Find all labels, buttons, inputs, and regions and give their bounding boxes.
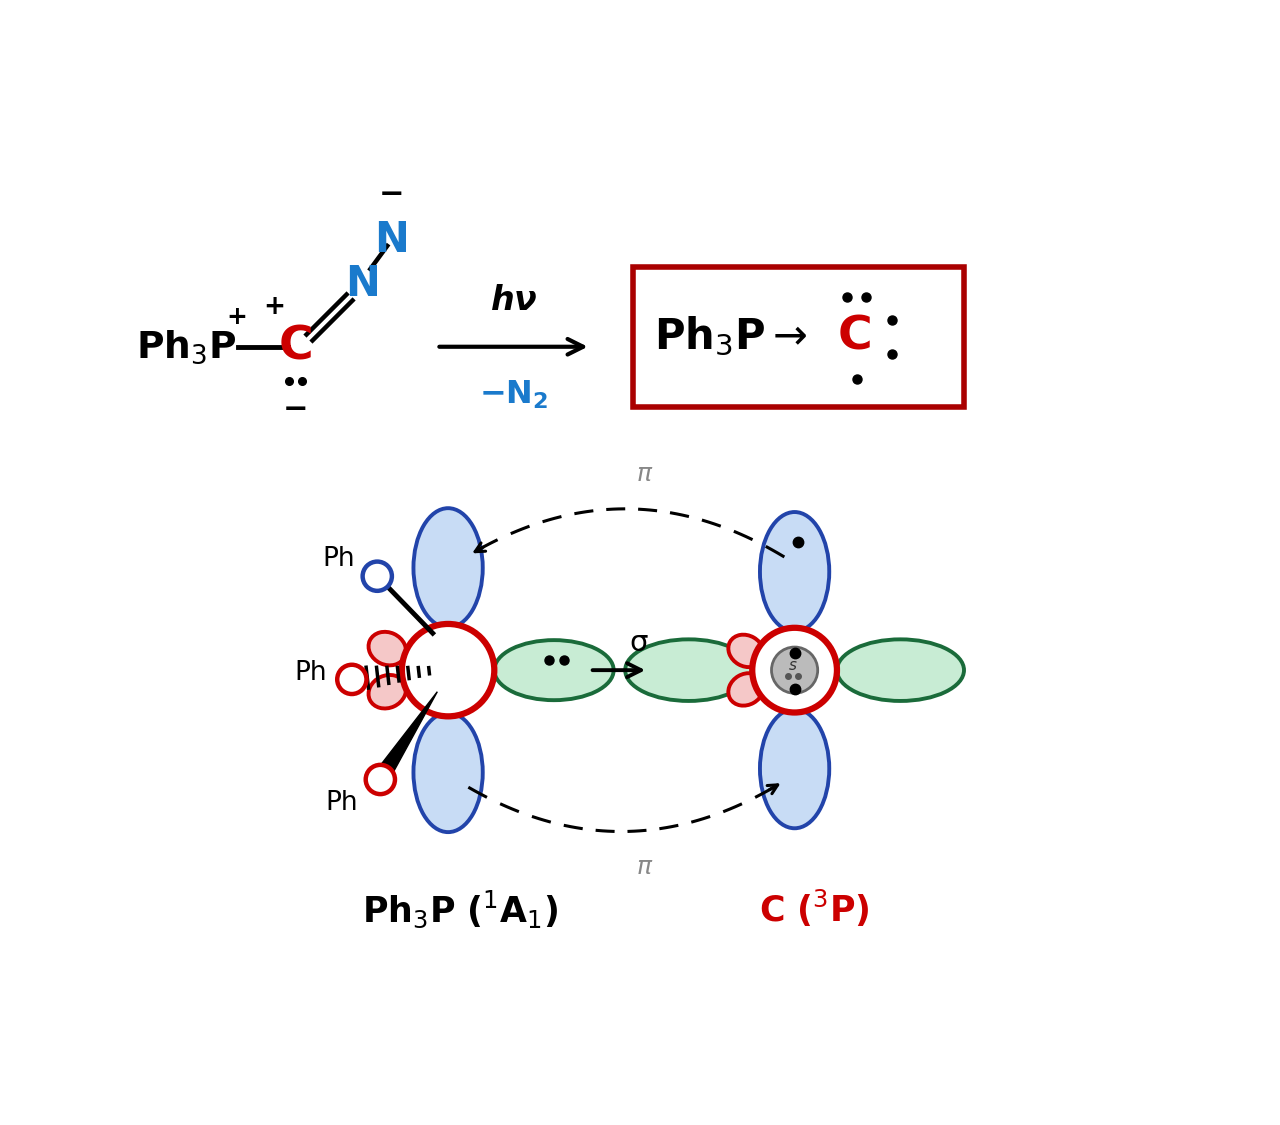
Text: −: −: [379, 180, 404, 209]
Text: σ: σ: [628, 629, 648, 657]
Text: N: N: [346, 263, 380, 305]
Circle shape: [772, 647, 818, 693]
Text: +: +: [264, 294, 285, 319]
Ellipse shape: [369, 632, 406, 665]
Text: $\boldsymbol{h\nu}$: $\boldsymbol{h\nu}$: [490, 285, 538, 317]
Polygon shape: [374, 692, 438, 773]
Text: −: −: [283, 395, 308, 424]
Text: +: +: [227, 306, 247, 330]
Text: Ph$_3$P ($^1$A$_1$): Ph$_3$P ($^1$A$_1$): [362, 888, 558, 929]
Text: C: C: [278, 324, 314, 369]
Text: s: s: [788, 658, 797, 673]
Ellipse shape: [625, 639, 753, 701]
Ellipse shape: [413, 713, 483, 832]
Ellipse shape: [760, 512, 829, 631]
Circle shape: [337, 665, 366, 694]
Ellipse shape: [413, 508, 483, 628]
Text: Ph: Ph: [325, 790, 358, 816]
Text: Ph$_3$P: Ph$_3$P: [136, 328, 237, 366]
Text: N: N: [374, 219, 408, 261]
Text: C: C: [837, 314, 872, 359]
Text: π: π: [637, 461, 652, 486]
Circle shape: [753, 628, 837, 712]
Ellipse shape: [369, 675, 406, 709]
Text: Ph: Ph: [323, 547, 355, 573]
Bar: [632, 267, 964, 407]
Text: $\mathbf{-N_2}$: $\mathbf{-N_2}$: [479, 379, 548, 412]
Circle shape: [402, 624, 494, 717]
Circle shape: [362, 561, 392, 591]
Text: Ph: Ph: [294, 660, 328, 686]
Ellipse shape: [728, 634, 764, 667]
Text: π: π: [637, 855, 652, 879]
Text: Ph$_3$P$\rightarrow$: Ph$_3$P$\rightarrow$: [654, 315, 808, 359]
Circle shape: [366, 765, 396, 794]
Ellipse shape: [837, 639, 964, 701]
Text: C ($^3$P): C ($^3$P): [759, 889, 869, 929]
Ellipse shape: [494, 640, 613, 700]
Ellipse shape: [728, 673, 764, 705]
Ellipse shape: [760, 709, 829, 828]
